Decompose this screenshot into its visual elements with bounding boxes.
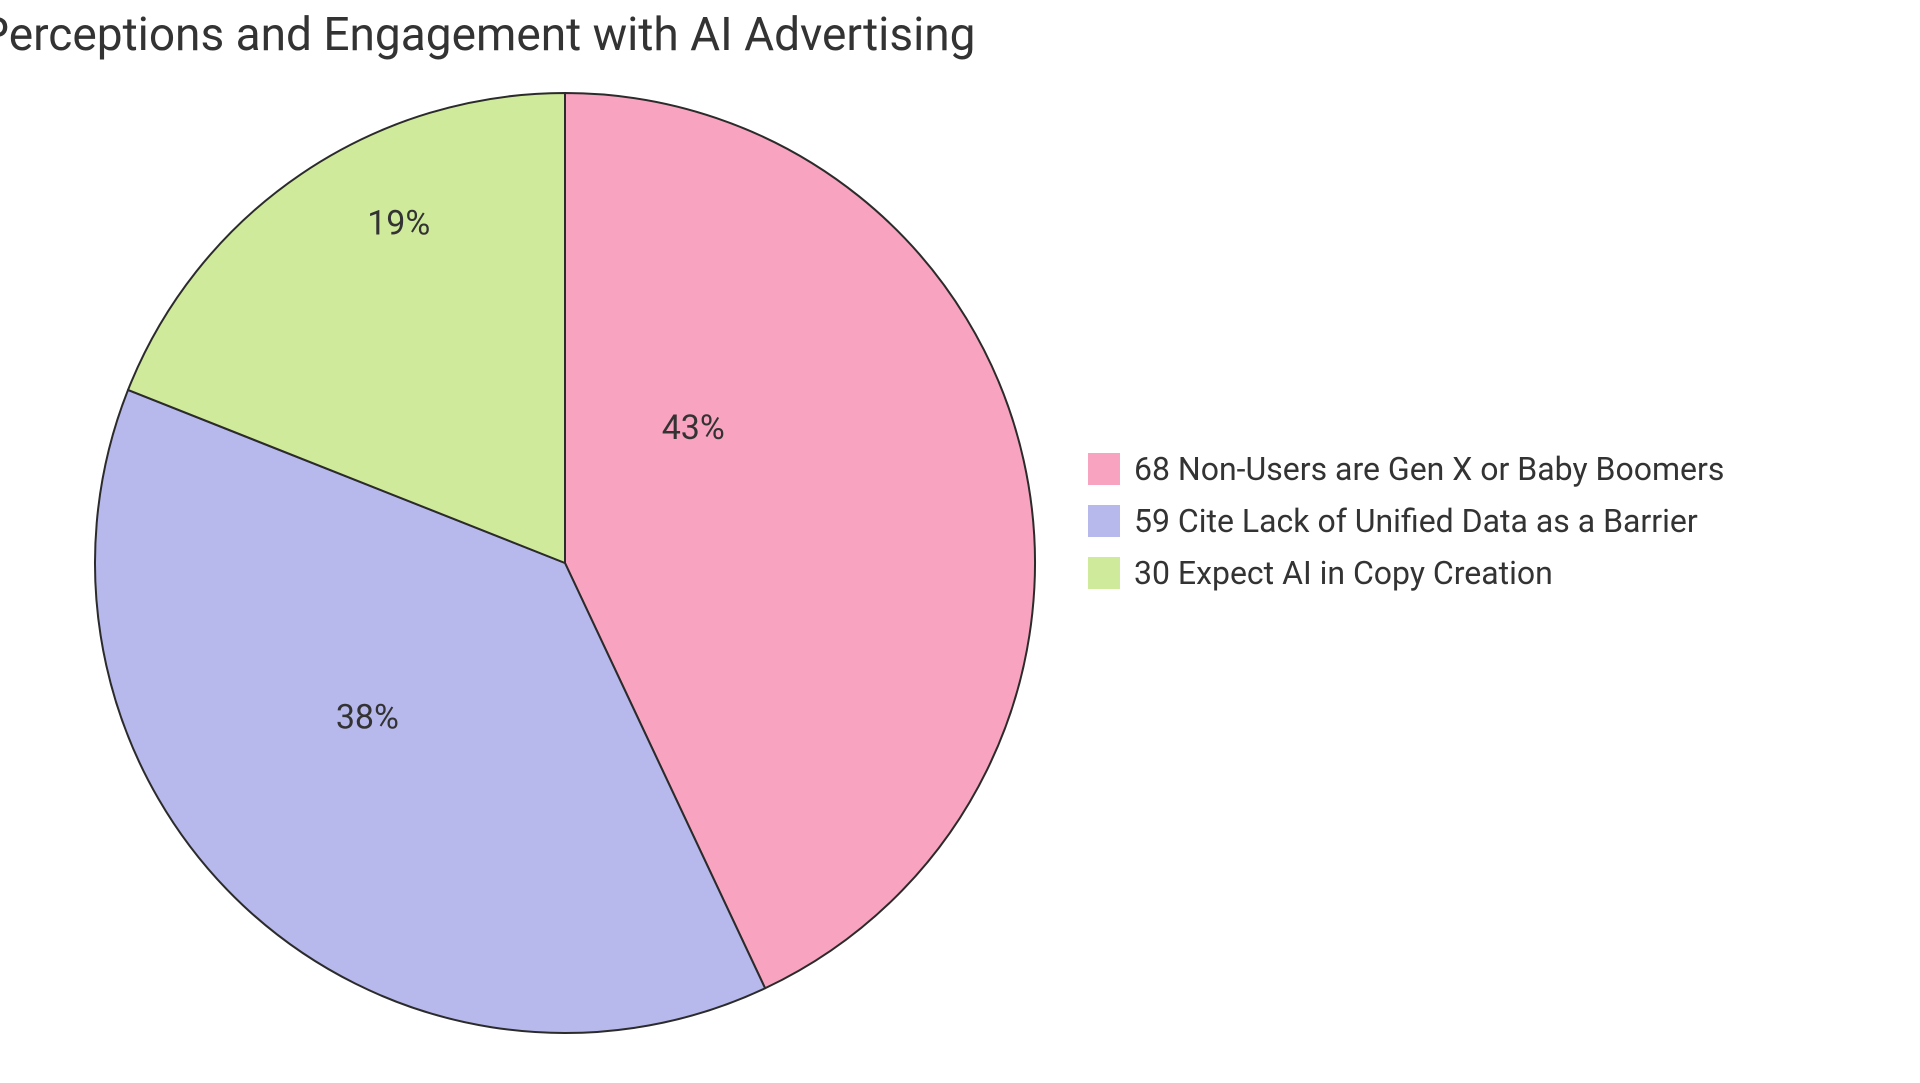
legend-item-1: 59 Cite Lack of Unified Data as a Barrie… [1088,502,1724,540]
legend-label-1: 59 Cite Lack of Unified Data as a Barrie… [1134,502,1698,540]
chart-title: Perceptions and Engagement with AI Adver… [0,8,976,62]
legend-item-0: 68 Non-Users are Gen X or Baby Boomers [1088,450,1724,488]
slice-label-0: 43% [662,408,725,448]
legend-swatch-1 [1088,505,1120,537]
legend-swatch-2 [1088,557,1120,589]
legend-label-0: 68 Non-Users are Gen X or Baby Boomers [1134,450,1724,488]
legend: 68 Non-Users are Gen X or Baby Boomers 59… [1088,450,1724,606]
legend-swatch-0 [1088,453,1120,485]
legend-item-2: 30 Expect AI in Copy Creation [1088,554,1724,592]
slice-label-1: 38% [336,698,399,738]
slice-label-2: 19% [367,204,430,244]
pie-chart: 43% 38% 19% [90,88,1040,1038]
legend-label-2: 30 Expect AI in Copy Creation [1134,554,1553,592]
